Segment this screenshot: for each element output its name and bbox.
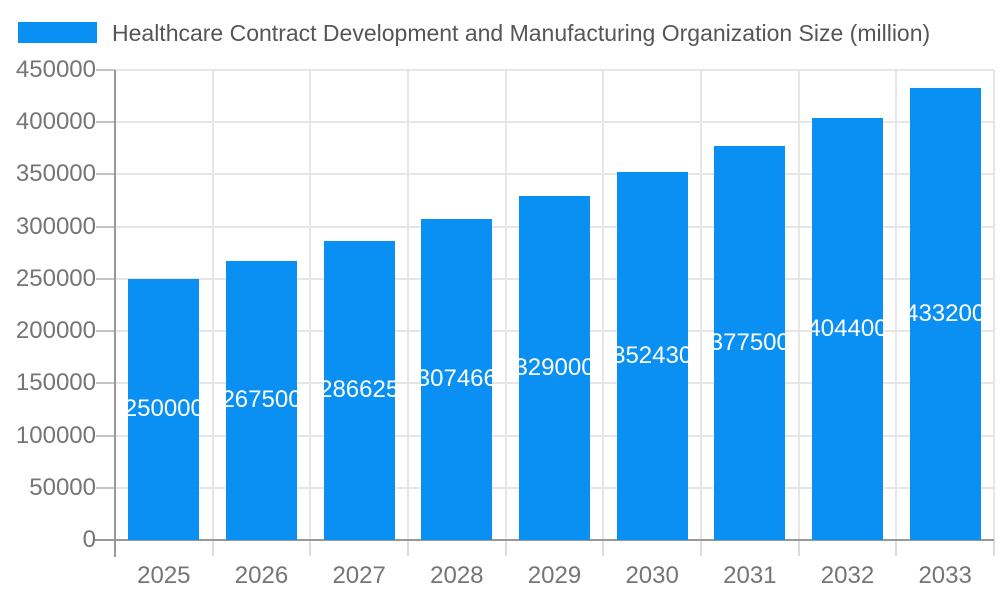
y-axis-tick-label: 350000 xyxy=(15,160,96,188)
legend-swatch xyxy=(18,22,97,43)
x-axis-tick-label: 2030 xyxy=(625,562,679,589)
y-axis-tick-label: 200000 xyxy=(15,317,96,345)
x-axis-line xyxy=(95,539,994,541)
y-tick-mark xyxy=(96,225,115,228)
y-tick-mark xyxy=(96,330,115,333)
x-tick-mark xyxy=(309,540,312,556)
bar: 433200 xyxy=(909,87,981,540)
h-gridline xyxy=(115,121,994,124)
y-tick-mark xyxy=(96,121,115,124)
bar: 352430 xyxy=(616,171,688,540)
x-tick-mark xyxy=(602,540,605,556)
h-gridline xyxy=(115,173,994,176)
x-axis-tick-label: 2031 xyxy=(723,562,777,589)
bar: 267500 xyxy=(226,260,297,540)
x-tick-mark xyxy=(993,540,995,556)
h-gridline xyxy=(115,69,994,71)
y-tick-mark xyxy=(96,486,115,489)
bar-value-label: 433200 xyxy=(909,299,981,327)
x-tick-mark xyxy=(895,540,898,556)
y-tick-mark xyxy=(96,173,115,176)
bar-value-label: 404400 xyxy=(812,314,883,342)
y-axis-line xyxy=(114,70,116,557)
bar: 329000 xyxy=(519,196,590,540)
v-gridline xyxy=(309,70,312,540)
bar: 286625 xyxy=(323,240,395,540)
y-axis-tick-label: 250000 xyxy=(15,264,96,292)
bar-value-label: 250000 xyxy=(128,395,200,423)
y-axis-tick-label: 150000 xyxy=(15,369,96,397)
x-axis-tick-label: 2026 xyxy=(234,562,289,589)
x-axis-tick-label: 2032 xyxy=(820,562,875,589)
y-tick-mark xyxy=(96,277,115,280)
v-gridline xyxy=(700,70,702,540)
bar-value-label: 352430 xyxy=(616,341,688,369)
x-tick-mark xyxy=(211,540,214,556)
y-tick-mark xyxy=(96,69,115,71)
bar-value-label: 307466 xyxy=(421,365,493,393)
v-gridline xyxy=(797,70,800,540)
y-axis-tick-label: 0 xyxy=(82,526,96,553)
y-axis-tick-label: 450000 xyxy=(15,56,96,83)
v-gridline xyxy=(895,70,898,540)
v-gridline xyxy=(993,70,995,540)
y-axis-tick-label: 300000 xyxy=(15,212,96,240)
bar-value-label: 267500 xyxy=(226,386,297,414)
v-gridline xyxy=(504,70,507,540)
bar-value-label: 286625 xyxy=(323,376,395,404)
y-tick-mark xyxy=(96,434,115,437)
x-axis-tick-label: 2033 xyxy=(918,562,972,589)
x-tick-mark xyxy=(504,540,507,556)
bar: 307466 xyxy=(421,218,493,540)
x-axis-tick-label: 2027 xyxy=(332,562,386,589)
x-tick-mark xyxy=(700,540,702,556)
x-axis-tick-label: 2025 xyxy=(137,562,191,589)
y-axis-tick-label: 100000 xyxy=(15,421,96,449)
bar: 377500 xyxy=(714,145,786,540)
y-tick-mark xyxy=(96,382,115,385)
v-gridline xyxy=(407,70,409,540)
y-axis-tick-label: 50000 xyxy=(29,473,96,501)
x-tick-mark xyxy=(407,540,409,556)
x-axis-tick-label: 2029 xyxy=(527,562,582,589)
v-gridline xyxy=(602,70,605,540)
y-axis-tick-label: 400000 xyxy=(15,108,96,136)
x-tick-mark xyxy=(797,540,800,556)
bar-value-label: 377500 xyxy=(714,328,786,356)
bar: 250000 xyxy=(128,278,200,540)
bar-value-label: 329000 xyxy=(519,354,590,382)
x-axis-tick-label: 2028 xyxy=(430,562,484,589)
bar: 404400 xyxy=(812,117,883,540)
chart-title: Healthcare Contract Development and Manu… xyxy=(112,20,931,46)
v-gridline xyxy=(211,70,214,540)
